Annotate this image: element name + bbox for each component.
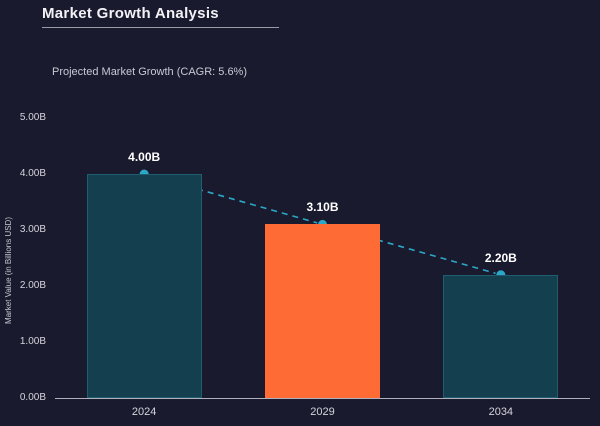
- bar-value-label: 3.10B: [306, 200, 339, 215]
- y-tick-label: 1.00B: [19, 336, 46, 347]
- chart-title: Market Growth Analysis: [42, 5, 279, 28]
- x-tick-label: 2034: [488, 406, 514, 418]
- y-tick-label: 5.00B: [19, 112, 46, 123]
- y-tick-label: 3.00B: [19, 224, 46, 235]
- x-tick-label: 2024: [131, 406, 157, 418]
- bar-value-label: 4.00B: [128, 150, 161, 164]
- bar-chart: Market Value (in Billions USD) 0.00B 1.00…: [0, 100, 600, 426]
- x-tick-label: 2029: [310, 406, 335, 418]
- bar: [265, 224, 380, 398]
- chart-subtitle: Projected Market Growth (CAGR: 5.6%): [52, 66, 248, 78]
- x-axis-line: [55, 398, 590, 399]
- y-tick-label: 4.00B: [19, 168, 46, 179]
- bar: [443, 274, 559, 398]
- bar-value-label: 2.20B: [484, 250, 517, 265]
- y-tick-label: 0.00B: [19, 392, 46, 403]
- y-tick-label: 2.00B: [19, 280, 46, 291]
- bar: [86, 174, 202, 398]
